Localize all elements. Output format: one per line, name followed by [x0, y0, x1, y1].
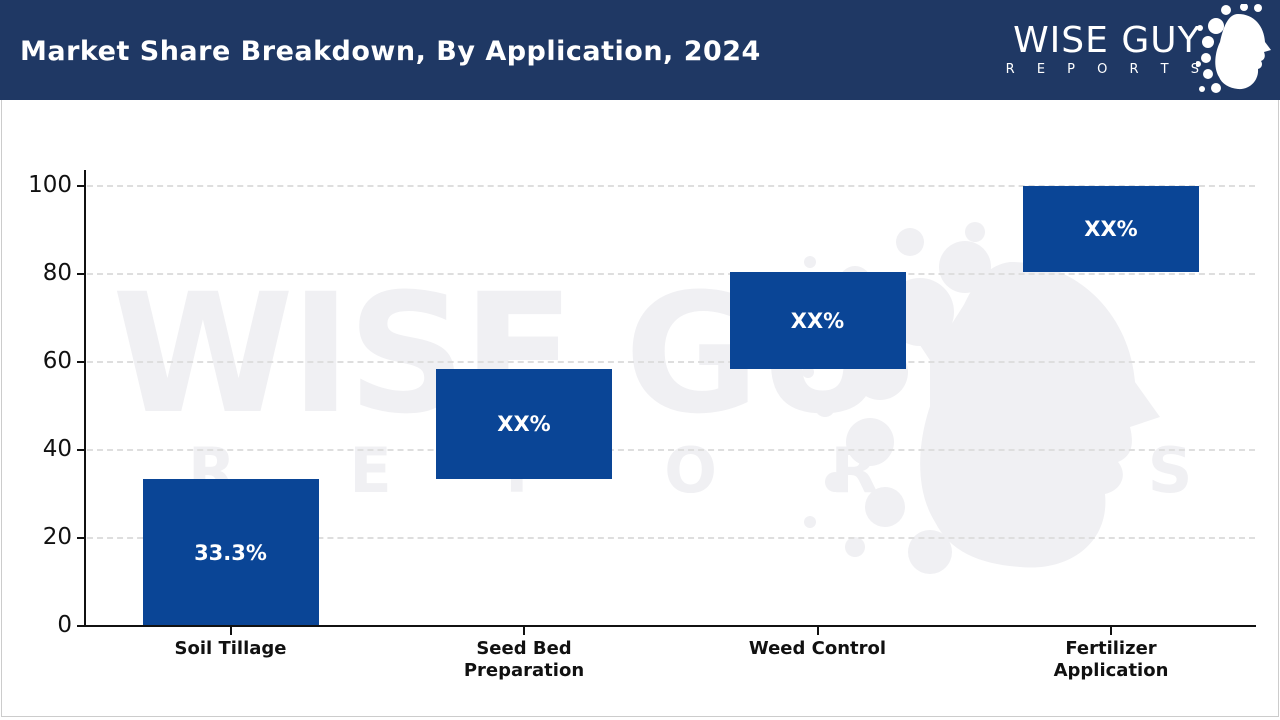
page-title: Market Share Breakdown, By Application, … [20, 36, 761, 67]
y-axis-tick [77, 273, 85, 276]
logo-head-dots-icon [1196, 4, 1271, 93]
bar-value-label: XX% [790, 308, 845, 333]
y-axis-tick-label: 0 [57, 612, 72, 638]
logo-text: WISE GUY R E P O R T S [1005, 20, 1208, 78]
y-axis-tick [77, 449, 85, 452]
y-axis-tick-label: 100 [28, 172, 72, 198]
category-label: Seed Bed Preparation [463, 638, 585, 681]
x-axis-tick [816, 627, 819, 635]
y-gridline [87, 273, 1255, 275]
logo-reports-label: R E P O R T S [1005, 62, 1208, 77]
y-gridline [87, 185, 1255, 187]
logo-wiseguy-label: WISE GUY [1013, 20, 1201, 61]
y-axis-tick [77, 185, 85, 188]
bar-value-label: 33.3% [194, 540, 267, 565]
category-label: Fertilizer Application [1053, 638, 1169, 681]
y-axis-tick-label: 40 [42, 436, 72, 462]
waterfall-bar: XX% [436, 369, 612, 480]
y-axis-tick [77, 625, 85, 628]
y-gridline [87, 361, 1255, 363]
y-axis-tick [77, 537, 85, 540]
wise-guy-logo: WISE GUY R E P O R T S [1000, 0, 1272, 100]
y-axis-tick-label: 60 [42, 348, 72, 374]
x-axis-tick [1110, 627, 1113, 635]
y-axis-tick-label: 20 [42, 524, 72, 550]
x-axis-tick [229, 627, 232, 635]
bar-value-label: XX% [1084, 217, 1138, 242]
waterfall-bar: XX% [729, 272, 906, 370]
y-gridline [87, 449, 1255, 451]
category-label: Weed Control [748, 638, 887, 659]
waterfall-bar: 33.3% [142, 479, 319, 626]
category-label: Soil Tillage [174, 638, 287, 659]
bar-value-label: XX% [497, 412, 551, 437]
y-axis-line [84, 170, 87, 627]
header-bar: Market Share Breakdown, By Application, … [0, 0, 1280, 100]
y-gridline [87, 537, 1255, 539]
y-axis-tick-label: 80 [42, 260, 72, 286]
y-axis-tick [77, 361, 85, 364]
x-axis-line [84, 625, 1256, 628]
x-axis-tick [523, 627, 526, 635]
waterfall-bar: XX% [1023, 186, 1199, 273]
